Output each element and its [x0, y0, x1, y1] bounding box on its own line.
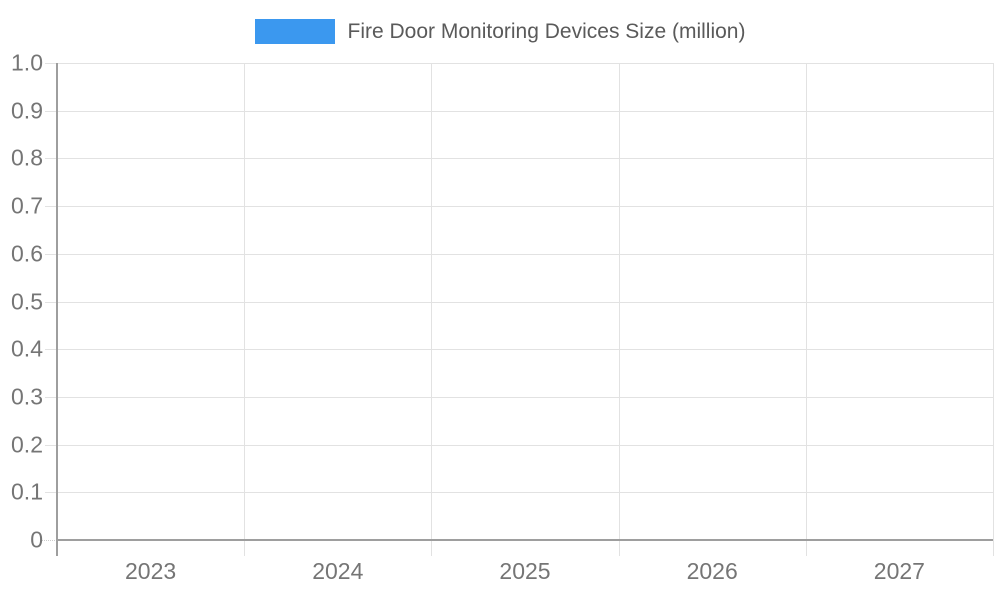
y-axis-label: 1.0 — [11, 49, 43, 76]
legend-swatch — [254, 19, 335, 44]
y-tick — [45, 158, 57, 160]
y-axis-label: 0.7 — [11, 192, 43, 219]
x-axis-label: 2027 — [873, 558, 925, 584]
x-axis-label: 2024 — [312, 558, 364, 584]
y-tick — [45, 396, 57, 398]
y-tick — [40, 540, 57, 541]
x-axis-label: 2026 — [686, 558, 738, 584]
x-gridline — [805, 63, 807, 556]
y-gridline — [57, 110, 993, 112]
y-gridline — [57, 63, 993, 64]
y-gridline — [57, 253, 993, 255]
y-tick — [45, 349, 57, 351]
y-tick — [45, 444, 57, 446]
y-axis-label: 0.3 — [11, 383, 43, 410]
chart-legend[interactable]: Fire Door Monitoring Devices Size (milli… — [0, 19, 1000, 44]
y-gridline — [57, 301, 993, 303]
y-gridline — [57, 396, 993, 398]
y-tick — [45, 253, 57, 255]
x-gridline — [993, 63, 994, 556]
y-axis-label: 0 — [30, 526, 43, 553]
y-gridline — [57, 206, 993, 208]
y-tick — [45, 492, 57, 494]
x-gridline — [431, 63, 433, 556]
y-axis-label: 0.1 — [11, 478, 43, 505]
y-axis-label: 0.5 — [11, 288, 43, 314]
y-tick — [45, 63, 57, 64]
y-axis-label: 0.2 — [11, 431, 43, 458]
y-tick — [45, 110, 57, 112]
x-axis-label: 2023 — [125, 558, 177, 584]
x-baseline — [57, 539, 993, 541]
y-axis-label: 0.4 — [11, 335, 43, 362]
x-axis-label: 2025 — [499, 558, 551, 584]
legend-label: Fire Door Monitoring Devices Size (milli… — [347, 19, 746, 43]
y-tick — [45, 301, 57, 303]
y-axis-label: 0.9 — [11, 97, 43, 124]
x-gridline — [618, 63, 620, 556]
y-gridline — [57, 349, 993, 351]
y-tick — [45, 206, 57, 208]
y-axis-label: 0.6 — [11, 240, 43, 267]
y-gridline — [57, 492, 993, 494]
y-axis-line — [56, 63, 58, 556]
y-axis-label: 0.8 — [11, 144, 43, 171]
y-gridline — [57, 158, 993, 160]
plot-area: 1.0 0.9 0.8 0.7 0.6 0.5 0.4 0.3 0.2 0.1 0 2023 2024 2… — [11, 51, 994, 584]
x-gridline — [244, 63, 246, 556]
y-gridline — [57, 444, 993, 446]
